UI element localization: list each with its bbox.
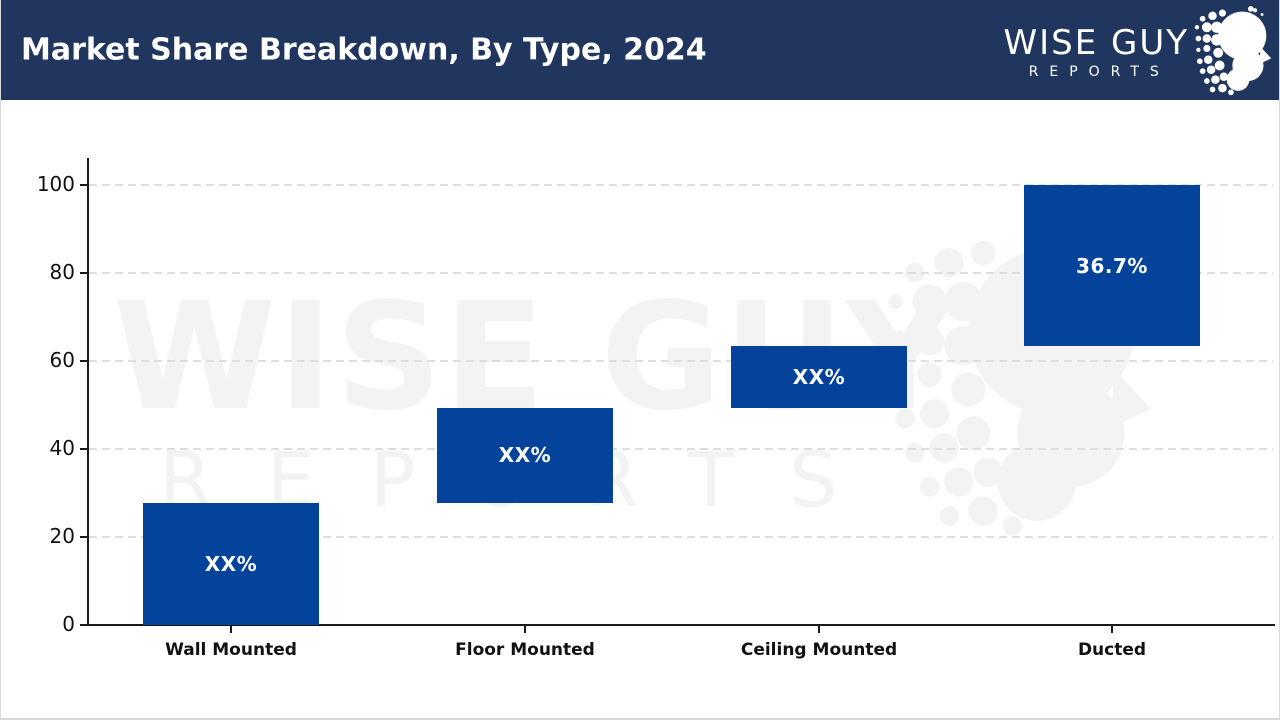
y-tick-label: 100 <box>36 172 75 196</box>
x-tick-mark <box>230 626 232 633</box>
y-tick-mark <box>80 624 88 626</box>
x-tick-mark <box>1111 626 1113 633</box>
y-tick-mark <box>80 272 88 274</box>
chart-title: Market Share Breakdown, By Type, 2024 <box>21 32 707 68</box>
brand-logo: WISE GUY REPORTS <box>1003 6 1273 98</box>
brand-subtitle: REPORTS <box>1028 63 1170 80</box>
y-axis-line <box>87 158 89 626</box>
y-tick-label: 60 <box>49 348 75 372</box>
x-axis-label-floor-mounted: Floor Mounted <box>455 640 595 660</box>
y-tick-label: 20 <box>49 524 75 548</box>
x-axis-label-ducted: Ducted <box>1077 640 1147 660</box>
header-bar: Market Share Breakdown, By Type, 2024 WI… <box>1 0 1279 100</box>
y-tick-mark <box>80 536 88 538</box>
bar-floor-mounted: XX% <box>437 407 613 504</box>
bar-wall-mounted: XX% <box>143 503 319 625</box>
gridline-60 <box>89 360 1273 362</box>
x-tick-mark <box>818 626 820 633</box>
bar-value-label: 36.7% <box>1076 253 1148 278</box>
gridline-40 <box>89 448 1273 450</box>
bar-value-label: XX% <box>204 552 258 577</box>
brand-name: WISE GUY <box>1003 22 1189 63</box>
brand-logo-text: WISE GUY REPORTS <box>1003 26 1189 79</box>
bar-ceiling-mounted: XX% <box>731 346 907 408</box>
y-tick-mark <box>80 184 88 186</box>
y-tick-mark <box>80 360 88 362</box>
gridline-100 <box>89 184 1273 186</box>
y-tick-label: 0 <box>62 612 75 636</box>
x-axis-label-wall-mounted: Wall Mounted <box>165 640 297 660</box>
dotted-face-profile-icon <box>1191 6 1273 98</box>
x-tick-mark <box>524 626 526 633</box>
y-tick-label: 80 <box>49 260 75 284</box>
x-axis-line <box>87 624 1275 626</box>
x-axis-label-ceiling-mounted: Ceiling Mounted <box>740 640 898 660</box>
gridline-80 <box>89 272 1273 274</box>
gridline-20 <box>89 536 1273 538</box>
bar-value-label: XX% <box>498 443 552 468</box>
bar-value-label: XX% <box>792 365 846 390</box>
bar-ducted: 36.7% <box>1024 185 1200 347</box>
y-tick-label: 40 <box>49 436 75 460</box>
y-tick-mark <box>80 448 88 450</box>
